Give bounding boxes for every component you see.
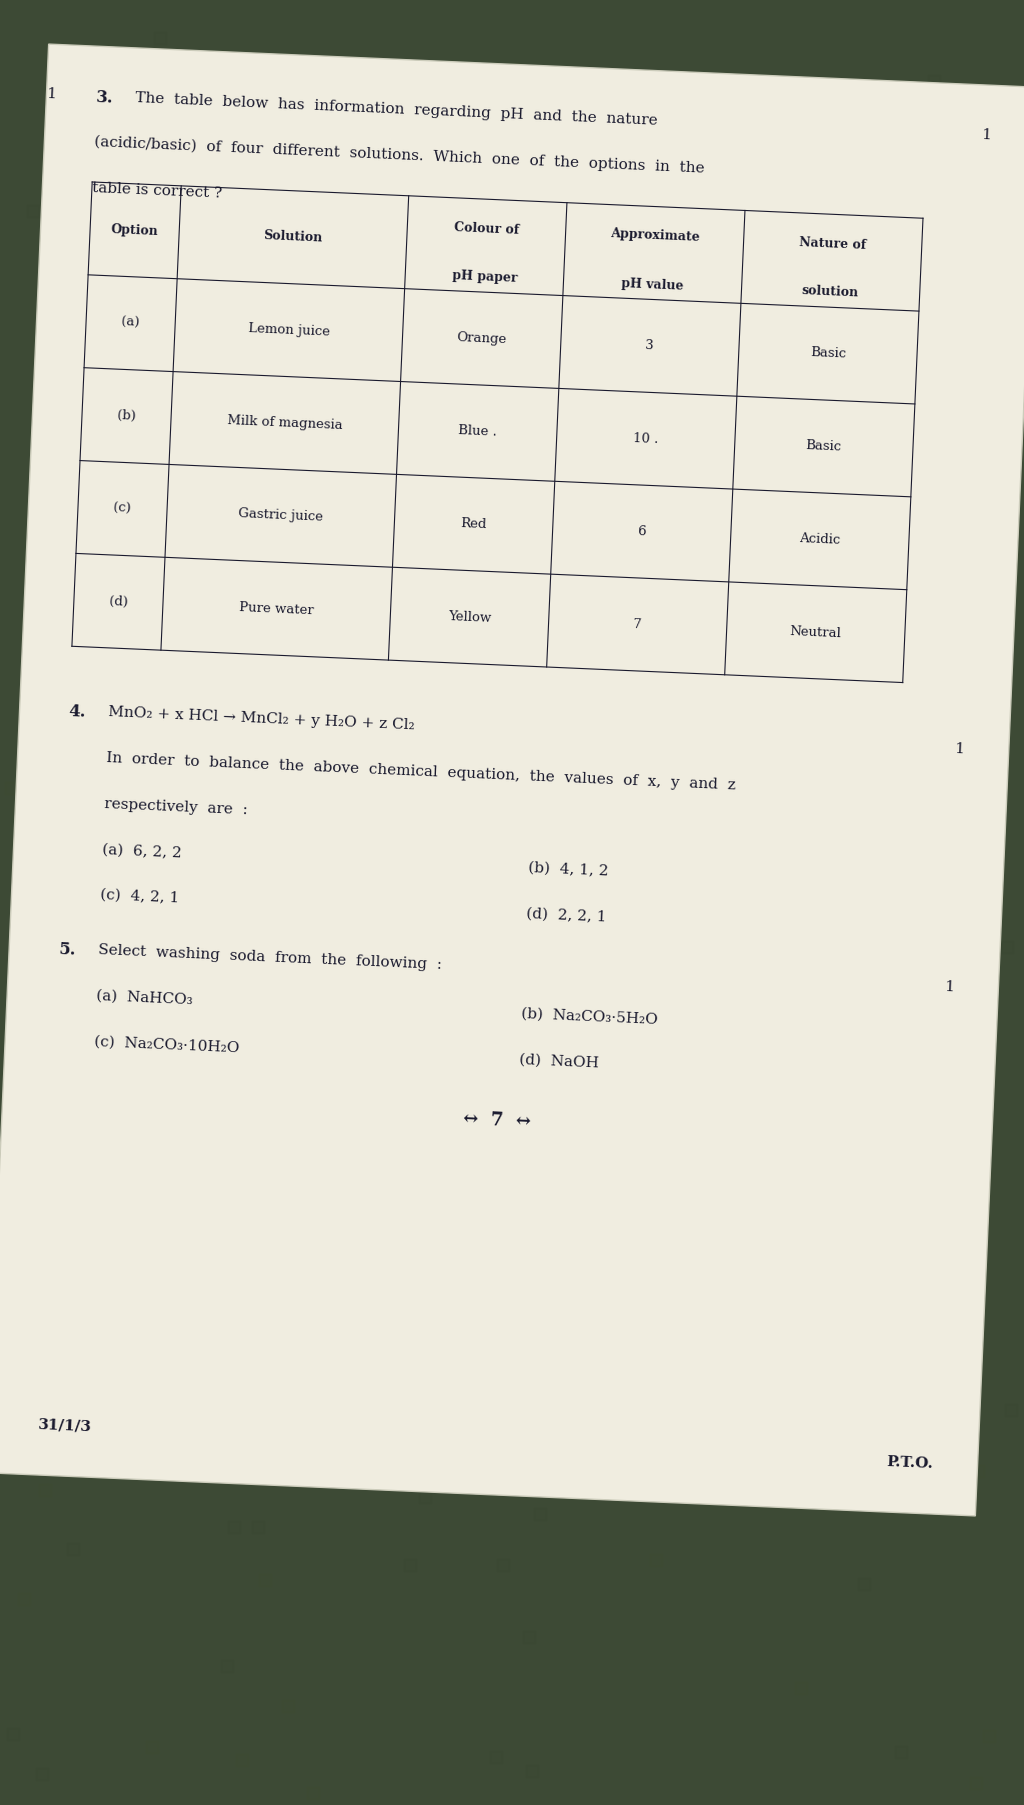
Text: 7: 7: [633, 617, 642, 632]
Text: 5.: 5.: [58, 940, 77, 958]
Text: (d)  2, 2, 1: (d) 2, 2, 1: [525, 906, 606, 924]
Text: Approximate: Approximate: [609, 227, 699, 244]
Text: 1: 1: [46, 87, 56, 101]
Text: Yellow: Yellow: [447, 610, 492, 625]
Text: (a): (a): [121, 316, 140, 330]
Polygon shape: [0, 43, 1024, 1516]
Text: (acidic/basic)  of  four  different  solutions.  Which  one  of  the  options  i: (acidic/basic) of four different solutio…: [93, 135, 705, 175]
Text: 1: 1: [954, 742, 965, 756]
Text: 1: 1: [944, 980, 954, 995]
Text: Acidic: Acidic: [799, 532, 841, 547]
Text: MnO₂ + x HCl → MnCl₂ + y H₂O + z Cl₂: MnO₂ + x HCl → MnCl₂ + y H₂O + z Cl₂: [109, 706, 416, 733]
Text: Colour of: Colour of: [454, 220, 519, 236]
Text: 31/1/3: 31/1/3: [38, 1417, 92, 1435]
Text: (c)  4, 2, 1: (c) 4, 2, 1: [100, 888, 180, 906]
Text: Lemon juice: Lemon juice: [248, 321, 330, 338]
Text: Orange: Orange: [457, 330, 507, 347]
Text: pH value: pH value: [622, 276, 684, 292]
Text: table is correct ?: table is correct ?: [91, 180, 222, 200]
Text: 6: 6: [637, 525, 646, 538]
Text: The  table  below  has  information  regarding  pH  and  the  nature: The table below has information regardin…: [135, 90, 658, 128]
Text: Milk of magnesia: Milk of magnesia: [227, 413, 343, 431]
Text: solution: solution: [802, 285, 859, 300]
Text: 4.: 4.: [69, 704, 87, 722]
Text: (d)  NaOH: (d) NaOH: [519, 1052, 599, 1070]
Text: Option: Option: [111, 222, 159, 238]
Text: In  order  to  balance  the  above  chemical  equation,  the  values  of  x,  y : In order to balance the above chemical e…: [106, 751, 736, 792]
Text: 1: 1: [981, 128, 991, 143]
Text: pH paper: pH paper: [452, 269, 517, 285]
Text: Nature of: Nature of: [799, 236, 866, 251]
Text: Select  washing  soda  from  the  following  :: Select washing soda from the following :: [98, 942, 442, 971]
Text: Red: Red: [460, 518, 487, 531]
Text: respectively  are  :: respectively are :: [104, 796, 249, 818]
Text: (a)  6, 2, 2: (a) 6, 2, 2: [102, 843, 182, 859]
Text: (c): (c): [114, 502, 132, 516]
Text: Neutral: Neutral: [790, 625, 842, 639]
Text: 3.: 3.: [95, 88, 114, 106]
Text: Gastric juice: Gastric juice: [239, 507, 324, 523]
Text: ↔  7  ↔: ↔ 7 ↔: [463, 1110, 531, 1132]
Text: Solution: Solution: [263, 229, 323, 245]
Text: Basic: Basic: [810, 347, 846, 361]
Text: (a)  NaHCO₃: (a) NaHCO₃: [96, 989, 193, 1007]
Text: (c)  Na₂CO₃·10H₂O: (c) Na₂CO₃·10H₂O: [94, 1034, 240, 1054]
Text: 3: 3: [645, 339, 654, 352]
Text: Basic: Basic: [806, 439, 842, 453]
Text: (b)  4, 1, 2: (b) 4, 1, 2: [527, 861, 608, 879]
Text: 10 .: 10 .: [633, 431, 658, 446]
Text: (b): (b): [117, 410, 136, 422]
Text: P.T.O.: P.T.O.: [886, 1455, 933, 1471]
Text: Pure water: Pure water: [240, 601, 314, 617]
Text: (b)  Na₂CO₃·5H₂O: (b) Na₂CO₃·5H₂O: [521, 1007, 658, 1027]
Text: Blue .: Blue .: [458, 424, 498, 439]
Text: (d): (d): [109, 596, 128, 608]
